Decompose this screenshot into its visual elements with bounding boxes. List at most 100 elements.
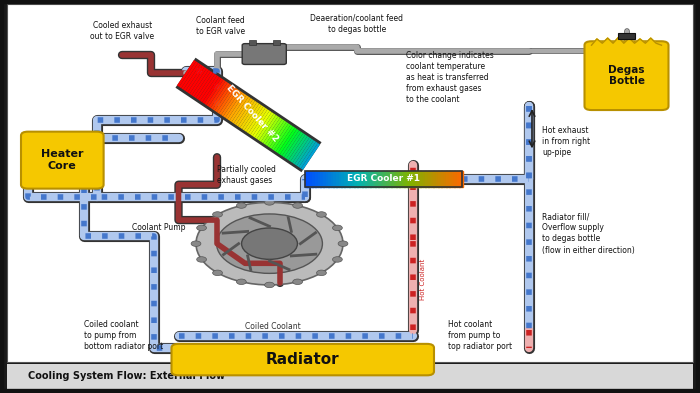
Bar: [336, 171, 340, 187]
Bar: [618, 33, 635, 39]
Polygon shape: [592, 37, 662, 45]
Circle shape: [265, 200, 274, 205]
Text: Heater
Core: Heater Core: [41, 149, 83, 171]
Bar: [381, 171, 384, 187]
Circle shape: [265, 282, 274, 288]
Bar: [307, 171, 311, 187]
Bar: [428, 171, 431, 187]
Circle shape: [316, 270, 326, 275]
Bar: [405, 171, 407, 187]
Circle shape: [237, 203, 246, 208]
Bar: [444, 171, 447, 187]
Bar: [7, 364, 693, 389]
Bar: [357, 171, 360, 187]
Bar: [363, 171, 365, 187]
Bar: [326, 171, 329, 187]
Bar: [414, 171, 418, 187]
Circle shape: [293, 279, 302, 285]
FancyBboxPatch shape: [21, 132, 104, 189]
Bar: [412, 171, 416, 187]
Bar: [449, 171, 452, 187]
Bar: [346, 171, 350, 187]
Circle shape: [316, 212, 326, 217]
Text: Coolant Pump: Coolant Pump: [132, 224, 186, 232]
Circle shape: [293, 203, 302, 208]
Bar: [304, 171, 462, 187]
Bar: [441, 171, 444, 187]
Bar: [457, 171, 460, 187]
Bar: [315, 171, 318, 187]
Circle shape: [197, 257, 206, 262]
Circle shape: [332, 225, 342, 231]
Circle shape: [197, 225, 206, 231]
Bar: [426, 171, 428, 187]
Bar: [389, 171, 392, 187]
Text: Color change indicates
coolant temperature
as heat is transferred
from exhaust g: Color change indicates coolant temperatu…: [406, 51, 494, 105]
Circle shape: [191, 241, 201, 246]
Bar: [378, 171, 382, 187]
Bar: [391, 171, 395, 187]
Bar: [407, 171, 410, 187]
Bar: [323, 171, 326, 187]
Bar: [365, 171, 368, 187]
Bar: [333, 171, 337, 187]
Bar: [248, 40, 256, 45]
Circle shape: [241, 228, 298, 259]
Bar: [304, 171, 308, 187]
Bar: [402, 171, 405, 187]
Bar: [438, 171, 442, 187]
Bar: [339, 171, 342, 187]
Circle shape: [213, 270, 223, 275]
Bar: [410, 171, 413, 187]
Bar: [304, 171, 462, 187]
Text: Radiator: Radiator: [266, 352, 340, 367]
Bar: [368, 171, 371, 187]
Bar: [312, 171, 316, 187]
FancyBboxPatch shape: [584, 41, 668, 110]
Text: Cooled exhaust
out to EGR valve: Cooled exhaust out to EGR valve: [90, 21, 155, 41]
Bar: [396, 171, 400, 187]
Bar: [318, 171, 321, 187]
Bar: [344, 171, 347, 187]
Circle shape: [338, 241, 348, 246]
Bar: [399, 171, 402, 187]
Text: EGR Cooler #2: EGR Cooler #2: [224, 83, 280, 143]
Circle shape: [213, 212, 223, 217]
Circle shape: [196, 202, 343, 285]
Text: Deaeration/coolant feed
to degas bottle: Deaeration/coolant feed to degas bottle: [311, 14, 403, 34]
FancyBboxPatch shape: [7, 4, 693, 362]
Bar: [447, 171, 449, 187]
Bar: [386, 171, 389, 187]
Bar: [384, 171, 386, 187]
Bar: [354, 171, 358, 187]
Circle shape: [237, 279, 246, 285]
Bar: [459, 171, 463, 187]
Text: Radiator fill/
Overflow supply
to degas bottle
(flow in either direction): Radiator fill/ Overflow supply to degas …: [542, 212, 636, 255]
Text: EGR Cooler #1: EGR Cooler #1: [346, 174, 420, 183]
Bar: [342, 171, 344, 187]
Bar: [309, 171, 313, 187]
Bar: [372, 171, 376, 187]
Text: Partially cooled
exhaust gases: Partially cooled exhaust gases: [217, 165, 276, 185]
Bar: [351, 171, 355, 187]
Text: Hot exhaust
in from right
up-pipe: Hot exhaust in from right up-pipe: [542, 126, 591, 157]
Bar: [321, 171, 323, 187]
Text: Coiled coolant
to pump from
bottom radiator port: Coiled coolant to pump from bottom radia…: [84, 320, 163, 351]
Circle shape: [332, 257, 342, 262]
Bar: [452, 171, 455, 187]
Text: Degas
Bottle: Degas Bottle: [608, 65, 645, 86]
Bar: [273, 40, 280, 45]
Bar: [433, 171, 437, 187]
Bar: [420, 171, 424, 187]
Circle shape: [216, 214, 323, 274]
FancyBboxPatch shape: [172, 344, 434, 375]
Bar: [430, 171, 434, 187]
Text: Coiled Coolant: Coiled Coolant: [245, 322, 301, 331]
Text: Coolant feed
to EGR valve: Coolant feed to EGR valve: [196, 16, 245, 36]
Bar: [417, 171, 421, 187]
Bar: [349, 171, 353, 187]
Bar: [375, 171, 379, 187]
FancyBboxPatch shape: [242, 44, 286, 64]
Bar: [360, 171, 363, 187]
Text: Hot coolant
from pump to
top radiator port: Hot coolant from pump to top radiator po…: [448, 320, 512, 351]
